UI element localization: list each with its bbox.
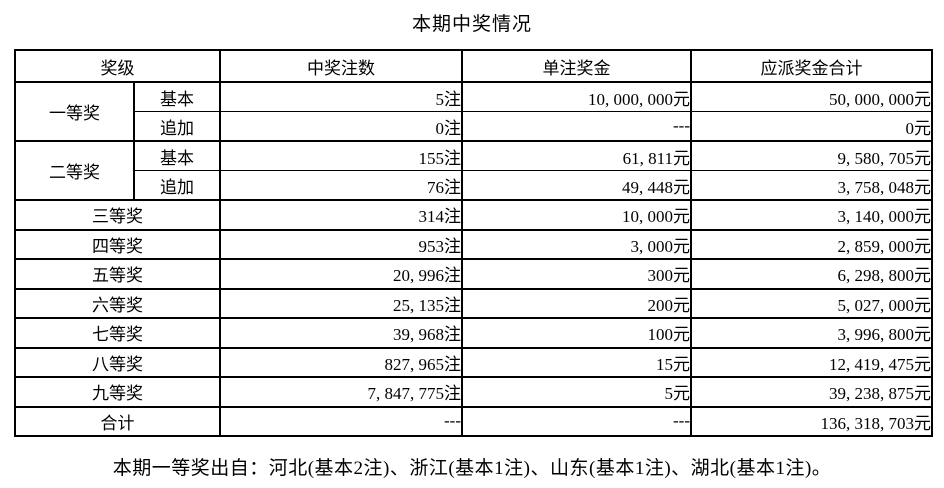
total-prize-cell: 3, 996, 800元 [690,317,933,349]
bet-count-cell: 20, 996注 [219,258,463,290]
bet-count-cell: 5注 [219,81,463,112]
table-row-ninth-prize: 九等奖 7, 847, 775注 5元 39, 238, 875元 [14,376,933,408]
page-title: 本期中奖情况 [411,14,532,35]
per-bet-prize-cell: --- [461,405,692,437]
col-header-per-bet-prize: 单注奖金 [461,49,692,83]
table-row-first-prize-addon: 追加 0注 --- 0元 [15,111,933,142]
col-header-total-prize: 应派奖金合计 [690,49,933,83]
table-row-total: 合计 --- --- 136, 318, 703元 [14,405,933,437]
per-bet-prize-cell: 3, 000元 [461,228,692,260]
bet-count-cell: --- [219,405,463,437]
col-header-prize-level: 奖级 [14,49,221,83]
prize-level-cell: 合计 [14,405,221,437]
total-prize-cell: 9, 580, 705元 [690,140,933,171]
total-prize-cell: 0元 [690,111,933,142]
bet-count-cell: 39, 968注 [219,317,463,349]
table-row-sixth-prize: 六等奖 25, 135注 200元 5, 027, 000元 [14,287,933,319]
total-prize-cell: 39, 238, 875元 [690,376,933,408]
sub-type-cell: 追加 [133,111,221,142]
bet-count-cell: 76注 [219,170,463,201]
prize-level-cell: 二等奖 [14,140,135,201]
prize-level-cell: 八等奖 [14,346,221,378]
bet-count-cell: 25, 135注 [219,287,463,319]
table-row-fourth-prize: 四等奖 953注 3, 000元 2, 859, 000元 [14,228,933,260]
total-prize-cell: 2, 859, 000元 [690,228,933,260]
per-bet-prize-cell: 15元 [461,346,692,378]
per-bet-prize-cell: 100元 [461,317,692,349]
table-row-first-prize-basic: 一等奖 基本 5注 10, 000, 000元 50, 000, 000元 [14,81,933,142]
total-prize-cell: 3, 758, 048元 [690,170,933,201]
per-bet-prize-cell: --- [461,111,692,142]
total-prize-cell: 50, 000, 000元 [690,81,933,112]
prize-level-cell: 六等奖 [14,287,221,319]
bet-count-cell: 155注 [219,140,463,171]
bet-count-cell: 7, 847, 775注 [219,376,463,408]
table-row-seventh-prize: 七等奖 39, 968注 100元 3, 996, 800元 [14,317,933,349]
prize-table: 奖级 中奖注数 单注奖金 应派奖金合计 一等奖 基本 5注 10, 000, 0… [14,49,933,437]
prize-level-cell: 九等奖 [14,376,221,408]
table-row-second-prize-addon: 追加 76注 49, 448元 3, 758, 048元 [15,170,933,201]
total-prize-cell: 3, 140, 000元 [690,199,933,231]
bet-count-cell: 314注 [219,199,463,231]
prize-level-cell: 四等奖 [14,228,221,260]
prize-level-cell: 一等奖 [14,81,135,142]
table-row-eighth-prize: 八等奖 827, 965注 15元 12, 419, 475元 [14,346,933,378]
prize-level-cell: 七等奖 [14,317,221,349]
per-bet-prize-cell: 10, 000元 [461,199,692,231]
sub-type-cell: 追加 [133,170,221,201]
sub-type-cell: 基本 [133,140,221,171]
bet-count-cell: 953注 [219,228,463,260]
total-prize-cell: 6, 298, 800元 [690,258,933,290]
per-bet-prize-cell: 300元 [461,258,692,290]
per-bet-prize-cell: 200元 [461,287,692,319]
col-header-bet-count: 中奖注数 [219,49,463,83]
per-bet-prize-cell: 49, 448元 [461,170,692,201]
header-row: 奖级 中奖注数 单注奖金 应派奖金合计 [14,49,933,83]
table-row-third-prize: 三等奖 314注 10, 000元 3, 140, 000元 [14,199,933,231]
total-prize-cell: 5, 027, 000元 [690,287,933,319]
table-row-second-prize-basic: 二等奖 基本 155注 61, 811元 9, 580, 705元 [14,140,933,201]
per-bet-prize-cell: 10, 000, 000元 [461,81,692,112]
prize-level-cell: 五等奖 [14,258,221,290]
total-prize-cell: 136, 318, 703元 [690,405,933,437]
per-bet-prize-cell: 5元 [461,376,692,408]
first-prize-source-note: 本期一等奖出自：河北(基本2注)、浙江(基本1注)、山东(基本1注)、湖北(基本… [112,458,832,479]
per-bet-prize-cell: 61, 811元 [461,140,692,171]
table-row-fifth-prize: 五等奖 20, 996注 300元 6, 298, 800元 [14,258,933,290]
prize-level-cell: 三等奖 [14,199,221,231]
bet-count-cell: 0注 [219,111,463,142]
total-prize-cell: 12, 419, 475元 [690,346,933,378]
bet-count-cell: 827, 965注 [219,346,463,378]
sub-type-cell: 基本 [133,81,221,112]
